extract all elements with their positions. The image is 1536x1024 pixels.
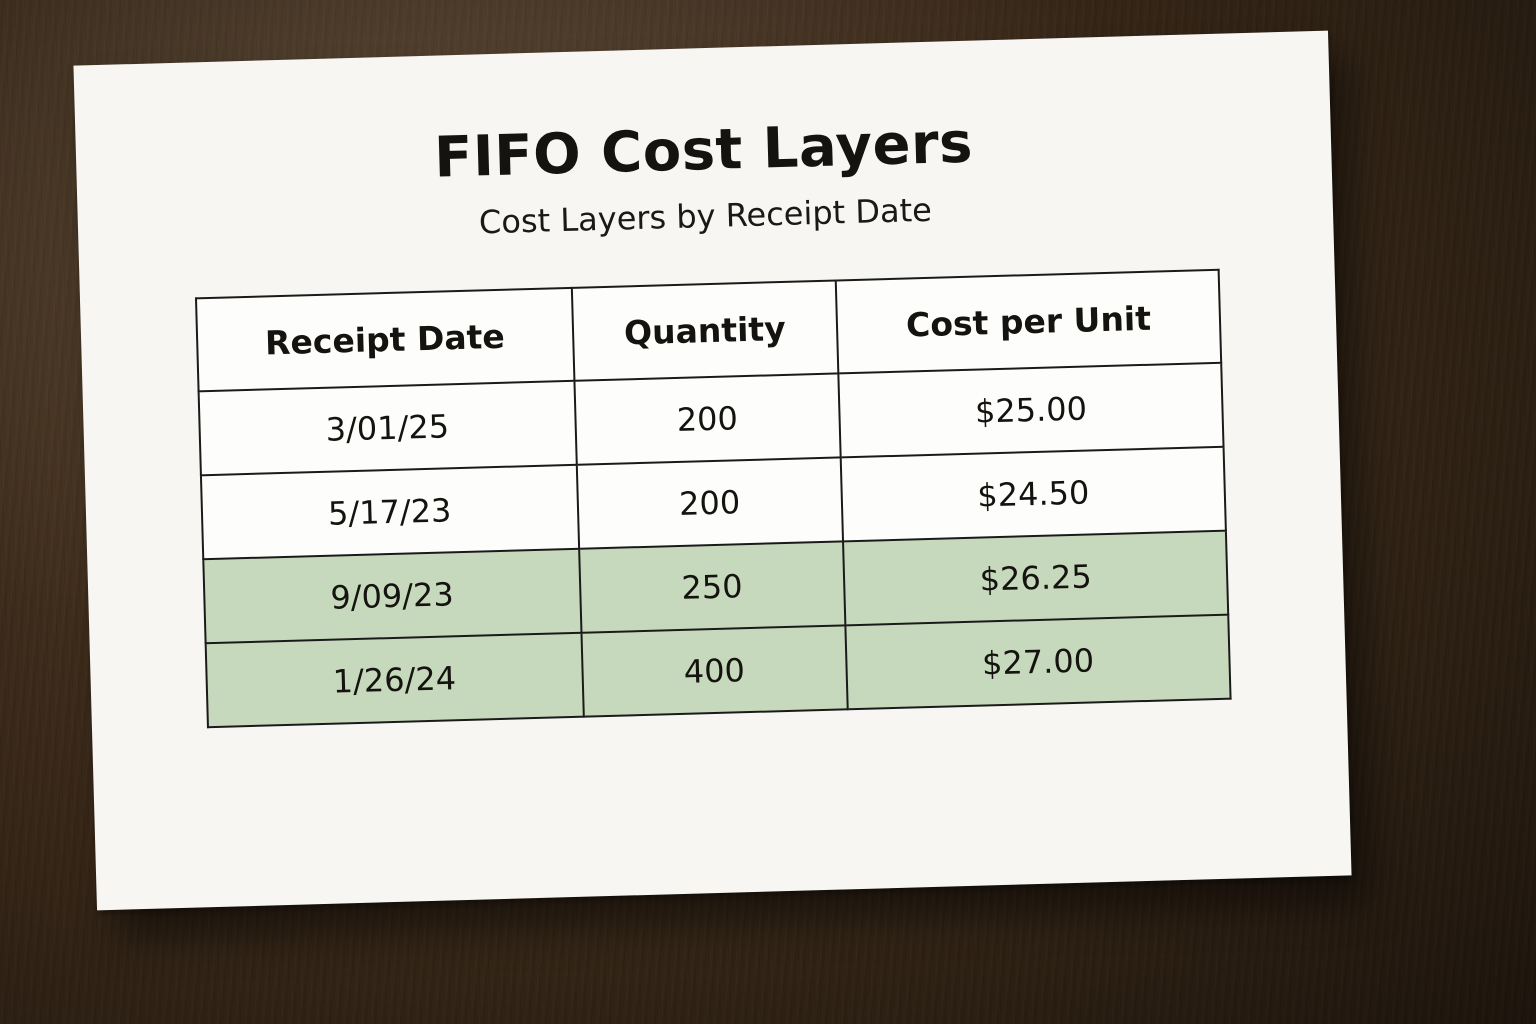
card-title: FIFO Cost Layers	[145, 103, 1261, 199]
header-cost-per-unit: Cost per Unit	[835, 270, 1221, 374]
row1-date: 5/17/23	[201, 465, 579, 559]
photographed-card: FIFO Cost Layers Cost Layers by Receipt …	[73, 31, 1351, 911]
table-container: Receipt Date Quantity Cost per Unit 3/01…	[150, 268, 1277, 730]
row1-quantity: 200	[577, 457, 843, 548]
fifo-cost-layers-card: FIFO Cost Layers Cost Layers by Receipt …	[73, 31, 1351, 911]
row1-cost: $24.50	[840, 447, 1226, 542]
row3-cost: $27.00	[845, 615, 1231, 710]
row0-date: 3/01/25	[198, 381, 576, 475]
row0-quantity: 200	[574, 373, 840, 464]
cost-layers-table: Receipt Date Quantity Cost per Unit 3/01…	[195, 269, 1232, 728]
header-quantity: Quantity	[572, 280, 838, 380]
row2-cost: $26.25	[843, 531, 1229, 626]
row3-date: 1/26/24	[205, 633, 583, 727]
row0-cost: $25.00	[838, 363, 1224, 458]
row2-date: 9/09/23	[203, 549, 581, 643]
row3-quantity: 400	[581, 625, 847, 716]
row2-quantity: 250	[579, 541, 845, 632]
header-receipt-date: Receipt Date	[196, 288, 575, 391]
